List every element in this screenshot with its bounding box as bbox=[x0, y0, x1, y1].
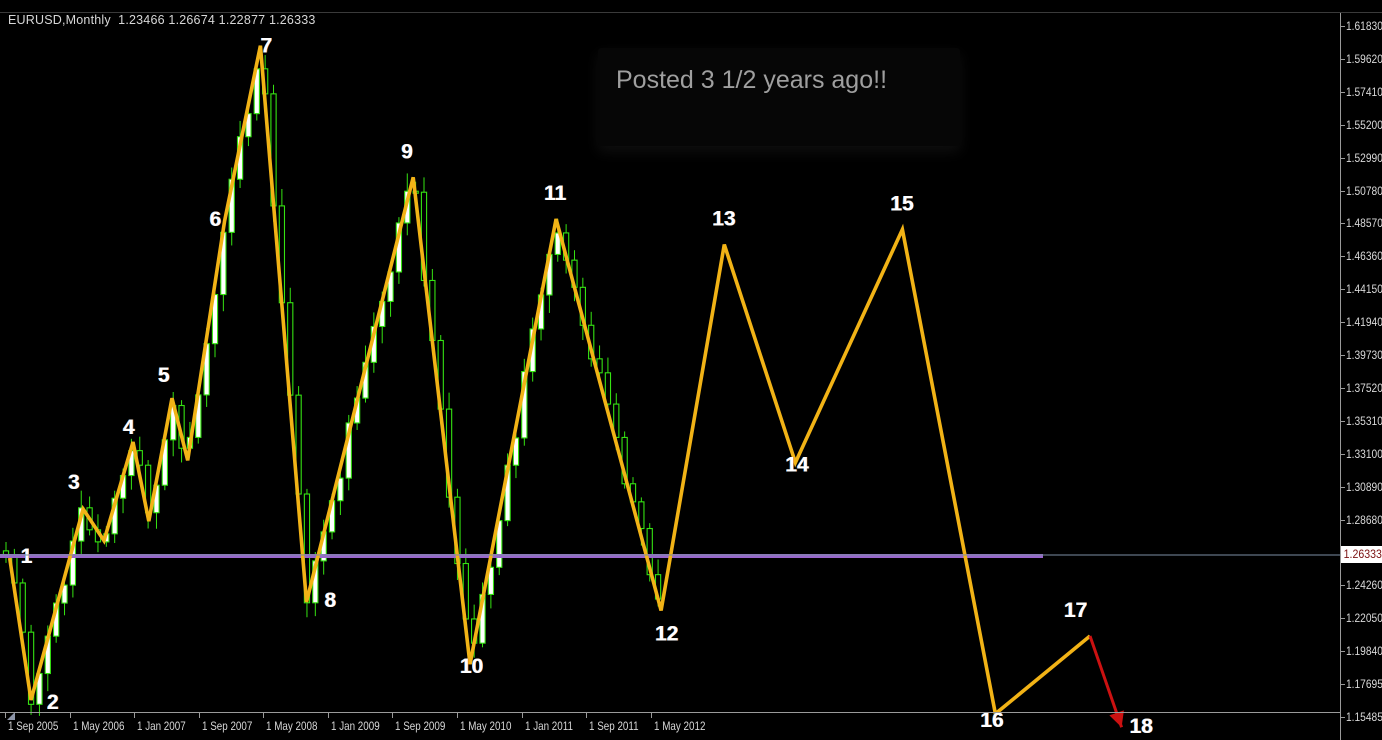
svg-text:6: 6 bbox=[210, 208, 222, 231]
svg-text:4: 4 bbox=[123, 416, 135, 439]
svg-text:17: 17 bbox=[1064, 599, 1087, 622]
svg-text:12: 12 bbox=[655, 623, 678, 646]
svg-text:7: 7 bbox=[261, 35, 273, 58]
svg-text:14: 14 bbox=[785, 454, 809, 477]
svg-text:9: 9 bbox=[401, 140, 413, 163]
svg-text:2: 2 bbox=[47, 691, 59, 714]
svg-text:3: 3 bbox=[68, 471, 80, 494]
svg-text:13: 13 bbox=[712, 208, 735, 231]
svg-text:10: 10 bbox=[460, 655, 483, 678]
svg-text:15: 15 bbox=[890, 193, 914, 216]
svg-text:8: 8 bbox=[325, 589, 337, 612]
svg-text:1: 1 bbox=[21, 545, 33, 568]
svg-text:11: 11 bbox=[544, 182, 567, 205]
svg-text:18: 18 bbox=[1130, 715, 1154, 738]
svg-text:5: 5 bbox=[158, 364, 170, 387]
